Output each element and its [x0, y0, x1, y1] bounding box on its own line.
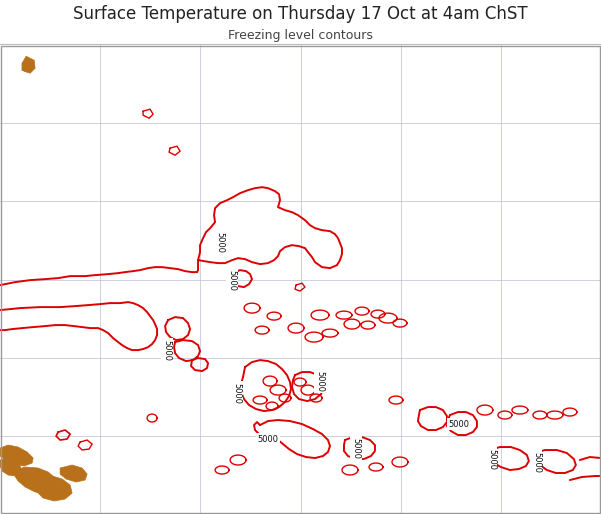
Text: 5000: 5000: [448, 419, 469, 429]
Polygon shape: [36, 476, 72, 501]
Text: 5000: 5000: [532, 451, 542, 472]
Text: 5000: 5000: [216, 232, 225, 253]
Text: 5000: 5000: [487, 449, 496, 469]
Polygon shape: [22, 60, 33, 72]
Text: 5000: 5000: [233, 382, 242, 403]
Text: 5000: 5000: [162, 340, 171, 361]
Polygon shape: [0, 458, 22, 476]
Text: 5000: 5000: [257, 434, 278, 444]
Text: 5000: 5000: [352, 437, 361, 458]
Polygon shape: [0, 445, 33, 466]
Polygon shape: [14, 467, 58, 494]
Polygon shape: [60, 465, 87, 482]
Polygon shape: [22, 56, 35, 73]
Text: Freezing level contours: Freezing level contours: [228, 29, 373, 42]
Text: Surface Temperature on Thursday 17 Oct at 4am ChST: Surface Temperature on Thursday 17 Oct a…: [73, 6, 528, 24]
Text: 5000: 5000: [228, 270, 237, 290]
Text: 5000: 5000: [316, 371, 325, 392]
